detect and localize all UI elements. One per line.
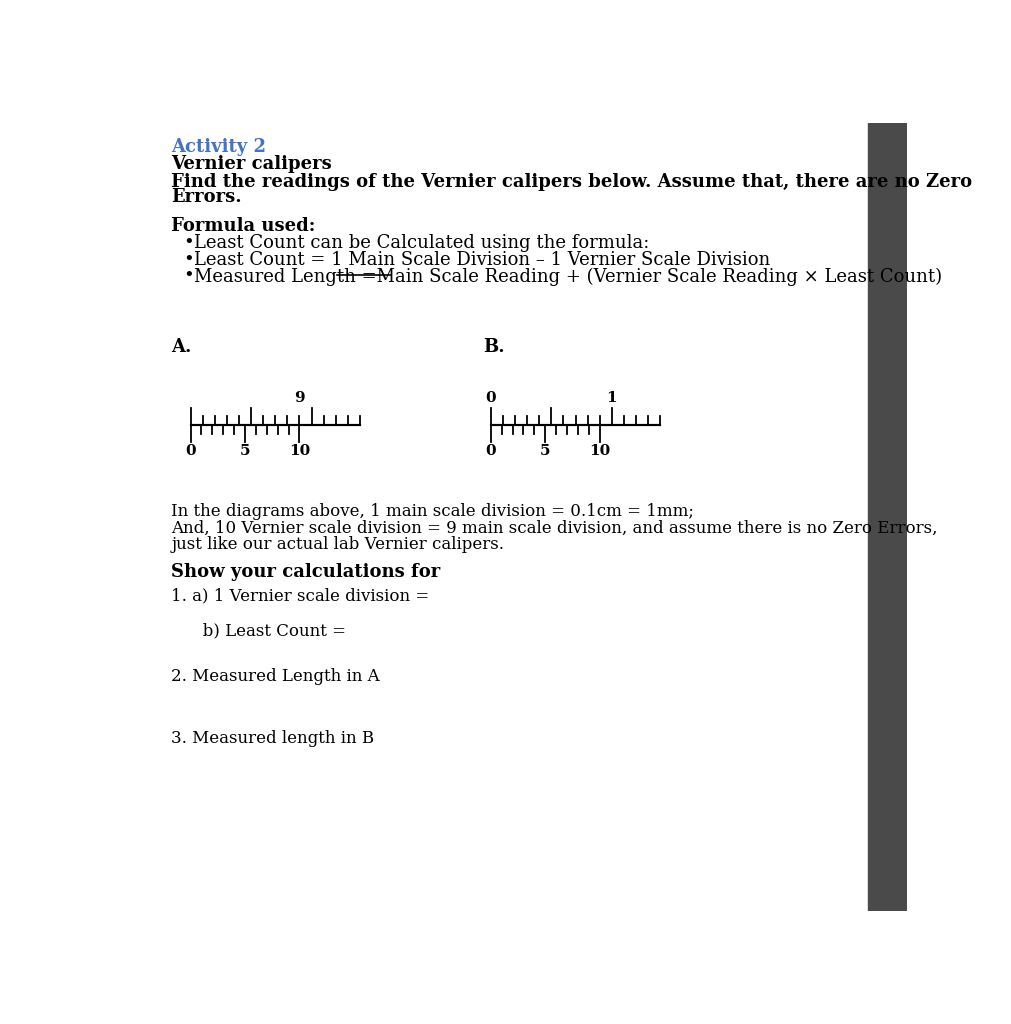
Text: just like our actual lab Vernier calipers.: just like our actual lab Vernier caliper… [171, 536, 504, 553]
Text: 2. Measured Length in A: 2. Measured Length in A [171, 668, 380, 685]
Bar [868, 123, 908, 911]
Text: In the diagrams above, 1 main scale division = 0.1cm = 1mm;: In the diagrams above, 1 main scale divi… [171, 503, 695, 519]
Text: •: • [183, 234, 193, 252]
Text: 10: 10 [289, 444, 310, 458]
Text: A.: A. [171, 338, 192, 356]
Text: Errors.: Errors. [171, 188, 242, 206]
Text: 0: 0 [185, 444, 196, 458]
Text: 3. Measured length in B: 3. Measured length in B [171, 730, 374, 746]
Text: •: • [183, 251, 193, 268]
Text: Least Count = 1 Main Scale Division – 1 Vernier Scale Division: Least Count = 1 Main Scale Division – 1 … [194, 251, 770, 268]
Text: Formula used:: Formula used: [171, 217, 315, 234]
Text: Activity 2: Activity 2 [171, 138, 266, 156]
Text: 0: 0 [485, 391, 496, 406]
Text: •: • [183, 267, 193, 286]
Text: Show your calculations for: Show your calculations for [171, 563, 441, 582]
Text: Least Count can be Calculated using the formula:: Least Count can be Calculated using the … [194, 234, 650, 252]
Text: Measured Length =Main Scale Reading + (Vernier Scale Reading × Least Count): Measured Length =Main Scale Reading + (V… [194, 267, 942, 286]
Text: 9: 9 [294, 391, 304, 406]
Text: 0: 0 [485, 444, 496, 458]
Text: 5: 5 [540, 444, 551, 458]
Text: Vernier calipers: Vernier calipers [171, 155, 332, 173]
Text: 5: 5 [240, 444, 250, 458]
Text: B.: B. [483, 338, 504, 356]
Text: 1: 1 [607, 391, 617, 406]
Text: Find the readings of the Vernier calipers below. Assume that, there are no Zero: Find the readings of the Vernier caliper… [171, 173, 973, 190]
Text: 10: 10 [589, 444, 611, 458]
Text: b) Least Count =: b) Least Count = [187, 622, 346, 639]
Text: And, 10 Vernier scale division = 9 main scale division, and assume there is no Z: And, 10 Vernier scale division = 9 main … [171, 520, 938, 538]
Text: 1. a) 1 Vernier scale division =: 1. a) 1 Vernier scale division = [171, 588, 430, 604]
